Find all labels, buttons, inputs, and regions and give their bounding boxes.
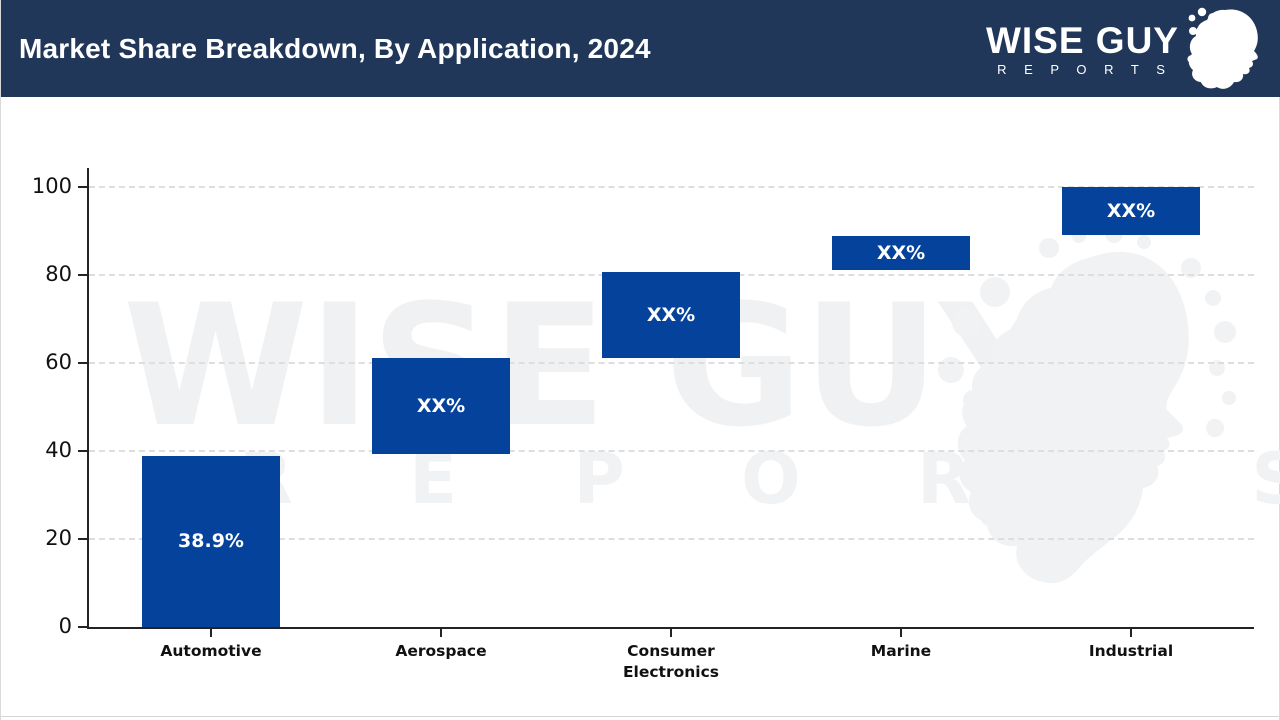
logo-wordmark: WISE GUY <box>985 19 1179 61</box>
page-title: Market Share Breakdown, By Application, … <box>19 32 651 64</box>
y-tick-mark <box>78 538 87 540</box>
y-axis <box>87 168 89 629</box>
gridline <box>89 362 1254 364</box>
header-bar: Market Share Breakdown, By Application, … <box>1 0 1280 97</box>
x-tick-mark <box>440 629 442 637</box>
market-share-bar: XX% <box>1062 187 1200 235</box>
market-share-bar: XX% <box>832 235 970 271</box>
y-tick-label: 20 <box>45 526 72 550</box>
x-category-label: Automotive <box>160 642 262 660</box>
x-category-label: Industrial <box>1088 642 1174 660</box>
bar-value-label: XX% <box>876 241 926 264</box>
gridline <box>89 450 1254 452</box>
x-category-label: Aerospace <box>395 642 487 660</box>
bar-value-label: XX% <box>1106 199 1156 222</box>
wise-guy-logo: WISE GUY R E P O R T S <box>986 6 1263 92</box>
x-tick-mark <box>1130 629 1132 637</box>
x-tick-mark <box>210 629 212 637</box>
y-tick-label: 40 <box>45 438 72 462</box>
market-share-bar: XX% <box>602 272 740 358</box>
y-tick-mark <box>78 186 87 188</box>
watermark-wordmark: WISE GUY <box>123 268 1062 464</box>
y-tick-mark <box>78 626 87 628</box>
x-axis <box>87 627 1254 629</box>
x-tick-mark <box>900 629 902 637</box>
gridline <box>89 538 1254 540</box>
gridline <box>89 186 1254 188</box>
x-category-label: Consumer Electronics <box>622 642 720 681</box>
y-tick-mark <box>78 274 87 276</box>
y-tick-mark <box>78 362 87 364</box>
x-category-label: Marine <box>870 642 932 660</box>
market-share-bar: XX% <box>372 357 510 455</box>
wise-guy-head-icon <box>1187 7 1258 89</box>
watermark-head-icon <box>938 228 1236 584</box>
bar-value-label: 38.9% <box>178 530 244 553</box>
x-tick-mark <box>670 629 672 637</box>
market-share-bar: 38.9% <box>142 455 280 627</box>
y-tick-label: 80 <box>45 262 72 286</box>
y-tick-mark <box>78 450 87 452</box>
logo-text: WISE GUY R E P O R T S <box>986 22 1179 76</box>
y-tick-label: 0 <box>58 614 72 638</box>
y-tick-label: 100 <box>31 174 72 198</box>
bar-value-label: XX% <box>416 394 466 417</box>
bar-value-label: XX% <box>646 304 696 327</box>
y-tick-label: 60 <box>45 350 72 374</box>
logo-subtitle: R E P O R T S <box>997 61 1172 77</box>
